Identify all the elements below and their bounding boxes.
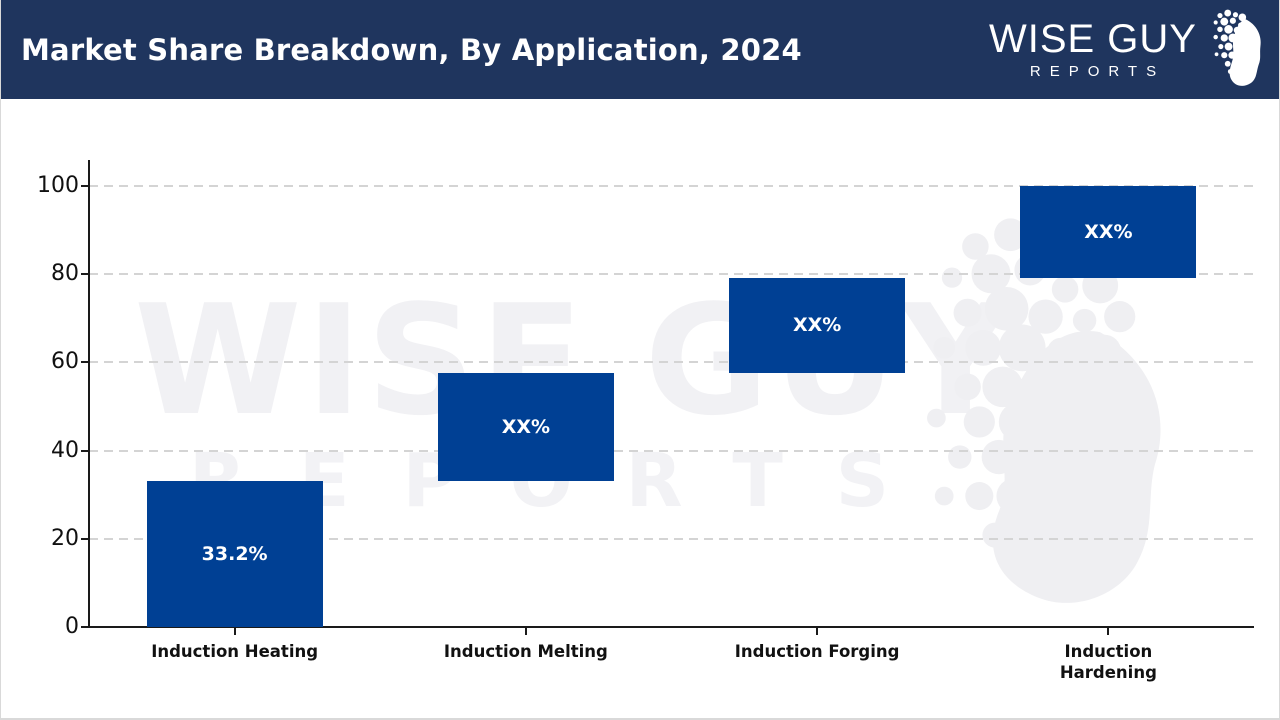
header: Market Share Breakdown, By Application, … (1, 0, 1279, 99)
brand-subname: REPORTS (1029, 63, 1166, 80)
bar-value-label: 33.2% (201, 542, 268, 565)
waterfall-bar: 33.2% (146, 480, 323, 627)
gridline (89, 185, 1254, 187)
x-axis-category-label: Induction Melting (443, 642, 608, 661)
y-axis-tick-label: 40 (51, 437, 79, 463)
x-axis-line (88, 626, 1254, 628)
waterfall-bar: XX% (729, 277, 906, 373)
x-axis-tick (816, 628, 819, 635)
x-axis-category-label: Induction Heating (151, 642, 319, 661)
bar-value-label: XX% (792, 314, 842, 337)
brand-dotted-head-icon (1213, 9, 1261, 86)
y-axis-tick-label: 20 (51, 525, 79, 551)
y-axis-tick (81, 626, 89, 628)
x-axis-tick (524, 628, 527, 635)
gridline (89, 273, 1254, 276)
y-axis-tick-label: 100 (37, 173, 79, 198)
x-axis-tick (1107, 628, 1110, 635)
y-axis-tick (81, 537, 89, 540)
y-axis-line (88, 160, 90, 628)
waterfall-bar: XX% (437, 372, 614, 481)
gridline (89, 449, 1254, 452)
bar-value-label: XX% (1084, 220, 1133, 243)
bar-value-label: XX% (501, 415, 551, 438)
y-axis-tick-label: 0 (65, 614, 79, 639)
y-axis-tick (81, 361, 89, 364)
gridline (89, 361, 1254, 364)
brand-logo: WISE GUY REPORTS (989, 7, 1269, 93)
y-axis-tick-label: 60 (51, 349, 79, 375)
brand-name: WISE GUY (988, 17, 1197, 61)
x-axis-tick (233, 628, 236, 635)
gridline (89, 537, 1254, 540)
y-axis-tick (81, 185, 89, 187)
x-axis-category-label: Induction Hardening (1059, 642, 1157, 683)
page-title: Market Share Breakdown, By Application, … (21, 32, 802, 67)
y-axis-tick (81, 273, 89, 276)
brand-logo-text: WISE GUY REPORTS (989, 19, 1197, 80)
waterfall-bar: XX% (1020, 186, 1197, 278)
y-axis-tick (81, 449, 89, 452)
x-axis-category-label: Induction Forging (734, 642, 900, 661)
y-axis-tick-label: 80 (51, 261, 79, 287)
